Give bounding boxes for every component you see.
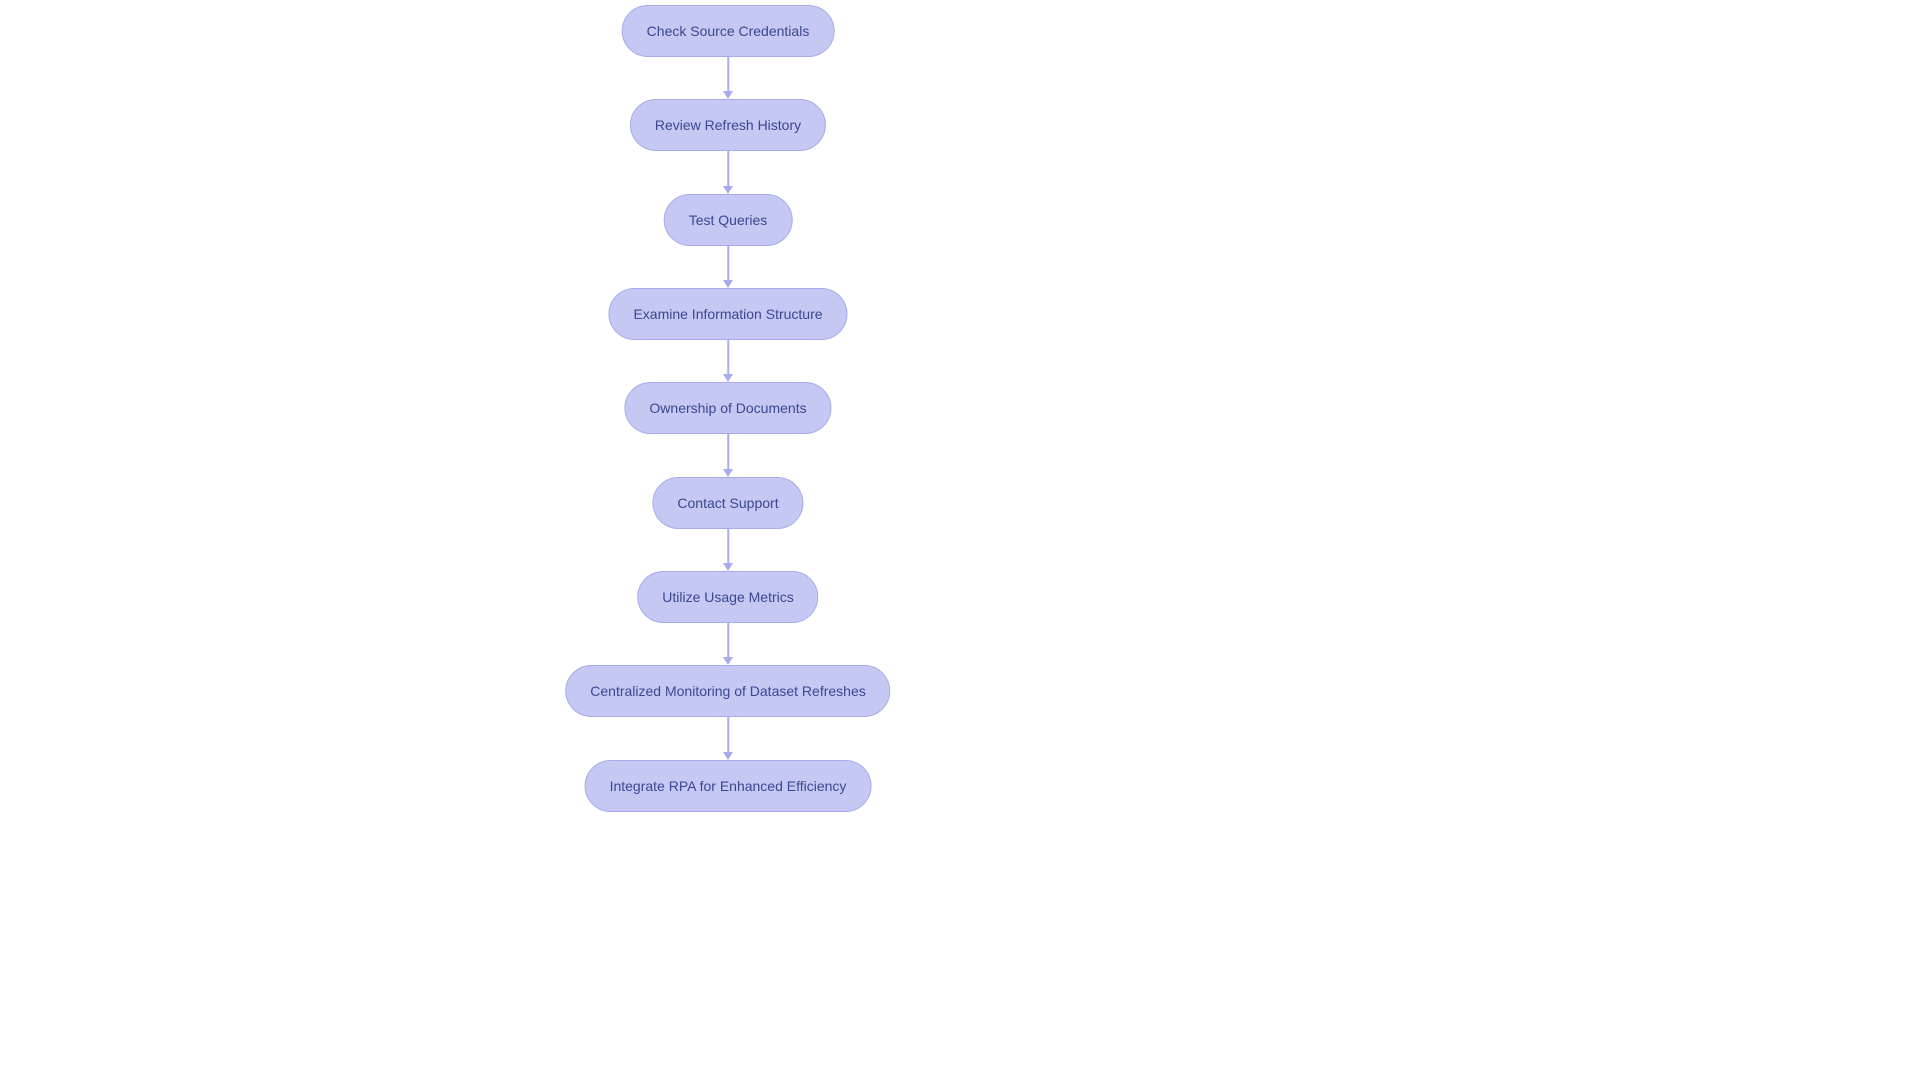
flowchart-canvas: { "flowchart": { "type": "flowchart", "c… (0, 0, 1920, 1083)
flow-edge-line (727, 434, 729, 469)
flow-edge-line (727, 529, 729, 563)
flow-node: Check Source Credentials (622, 5, 835, 57)
flow-node-label: Check Source Credentials (647, 23, 810, 39)
flow-node-label: Centralized Monitoring of Dataset Refres… (590, 683, 865, 699)
flow-node: Test Queries (664, 194, 793, 246)
flow-node: Review Refresh History (630, 99, 826, 151)
flow-node-label: Examine Information Structure (633, 306, 822, 322)
flow-node-label: Ownership of Documents (649, 400, 806, 416)
flow-node: Integrate RPA for Enhanced Efficiency (585, 760, 872, 812)
arrow-down-icon (723, 469, 733, 477)
flow-node: Centralized Monitoring of Dataset Refres… (565, 665, 890, 717)
flow-edge (720, 529, 736, 571)
flow-edge (720, 623, 736, 665)
flow-node-label: Contact Support (677, 495, 778, 511)
arrow-down-icon (723, 280, 733, 288)
flow-edge (720, 340, 736, 382)
arrow-down-icon (723, 563, 733, 571)
arrow-down-icon (723, 374, 733, 382)
flow-edge (720, 434, 736, 477)
flow-edge-line (727, 57, 729, 91)
flow-node: Contact Support (652, 477, 803, 529)
flow-edge (720, 151, 736, 194)
flow-node-label: Test Queries (689, 212, 768, 228)
flow-edge-line (727, 623, 729, 657)
arrow-down-icon (723, 186, 733, 194)
flow-node: Examine Information Structure (608, 288, 847, 340)
flow-edge-line (727, 151, 729, 186)
flow-edge (720, 717, 736, 760)
flow-node-label: Utilize Usage Metrics (662, 589, 793, 605)
arrow-down-icon (723, 657, 733, 665)
arrow-down-icon (723, 91, 733, 99)
flow-edge (720, 57, 736, 99)
flow-edge-line (727, 340, 729, 374)
flow-node-label: Review Refresh History (655, 117, 801, 133)
flow-node: Utilize Usage Metrics (637, 571, 818, 623)
flow-node-label: Integrate RPA for Enhanced Efficiency (610, 778, 847, 794)
arrow-down-icon (723, 752, 733, 760)
flow-edge-line (727, 246, 729, 280)
flow-edge (720, 246, 736, 288)
flow-edge-line (727, 717, 729, 752)
flow-node: Ownership of Documents (624, 382, 831, 434)
